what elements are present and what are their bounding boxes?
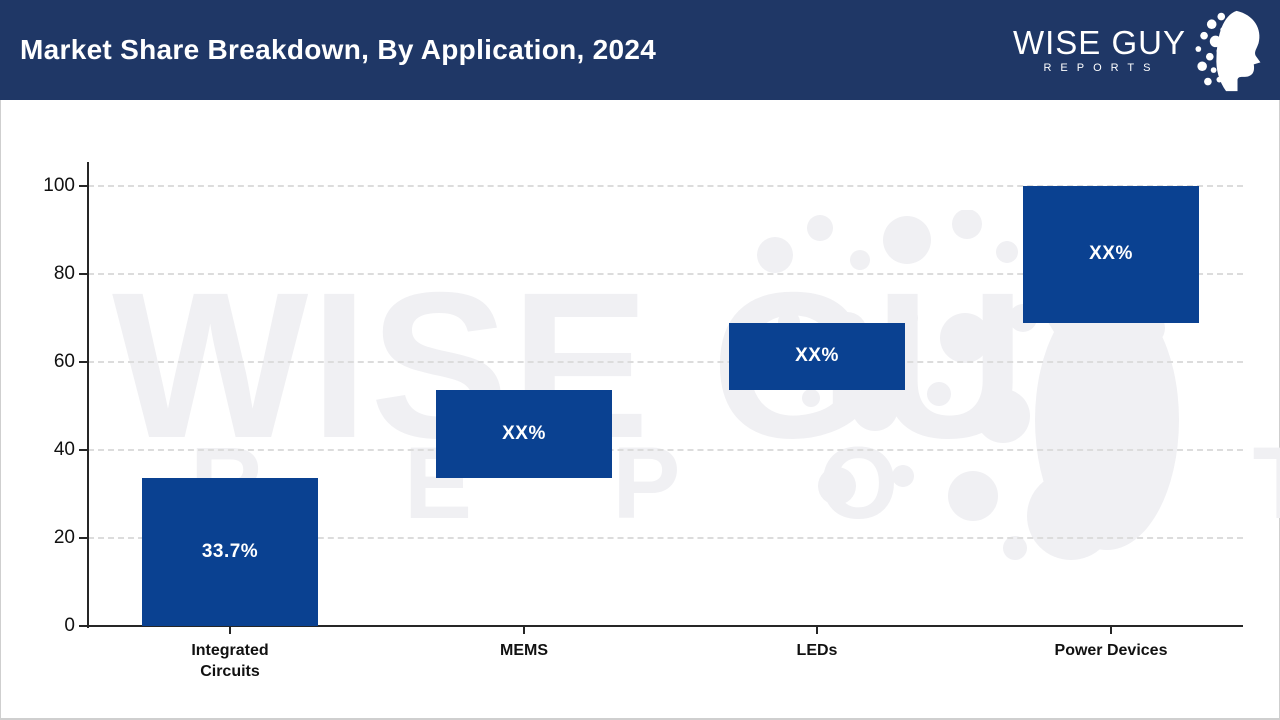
y-axis-tick <box>79 273 87 275</box>
x-axis-category-label: LEDs <box>707 640 927 661</box>
x-axis-category-line: Integrated <box>191 642 269 659</box>
bar-segment: XX% <box>1023 186 1199 323</box>
y-axis-tick-label: 0 <box>64 615 75 636</box>
wise-guy-logo: WISE GUY REPORTS <box>1013 7 1266 93</box>
y-axis-line <box>87 162 89 628</box>
x-axis-category-label: Power Devices <box>1001 640 1221 661</box>
x-axis-category-label: MEMS <box>414 640 634 661</box>
x-axis-tick <box>523 627 525 634</box>
y-axis-tick <box>79 537 87 539</box>
logo-head-icon <box>1195 10 1261 92</box>
y-axis-tick-label: 60 <box>53 351 75 372</box>
x-axis-tick <box>229 627 231 634</box>
x-axis-category-line: MEMS <box>500 642 548 659</box>
y-axis-tick <box>79 449 87 451</box>
chart-title: Market Share Breakdown, By Application, … <box>20 34 657 65</box>
logo-text: WISE GUY REPORTS <box>1013 26 1186 74</box>
gridline <box>88 273 1243 275</box>
bar-segment: XX% <box>436 389 612 478</box>
gridline <box>88 449 1243 451</box>
y-axis-tick-label: 80 <box>53 263 75 284</box>
logo-wordmark: WISE GUY <box>1012 24 1186 61</box>
y-axis-tick <box>79 625 87 627</box>
header-bar: Market Share Breakdown, By Application, … <box>0 0 1280 100</box>
y-axis-tick-label: 20 <box>53 527 75 548</box>
gridline <box>88 185 1243 187</box>
x-axis-category-line: LEDs <box>796 642 838 659</box>
bar-segment: XX% <box>729 322 905 390</box>
bar-value-label: XX% <box>1089 243 1133 265</box>
bar-segment: 33.7% <box>142 477 318 626</box>
x-axis-category-label: Integrated Circuits <box>120 640 340 682</box>
y-axis-tick-label: 40 <box>53 439 75 460</box>
y-axis-tick-label: 100 <box>43 175 75 196</box>
x-axis-tick <box>1110 627 1112 634</box>
x-axis-category-line: Circuits <box>200 663 260 680</box>
gridline <box>88 361 1243 363</box>
bar-value-label: XX% <box>502 422 546 444</box>
bar-value-label: XX% <box>795 345 839 367</box>
x-axis-category-line: Power Devices <box>1054 642 1168 659</box>
logo-subtitle: REPORTS <box>1043 62 1160 74</box>
bar-value-label: 33.7% <box>201 540 259 562</box>
gridline <box>88 537 1243 539</box>
y-axis-tick <box>79 361 87 363</box>
x-axis-tick <box>816 627 818 634</box>
y-axis-tick <box>79 185 87 187</box>
x-axis-line <box>85 625 1243 627</box>
